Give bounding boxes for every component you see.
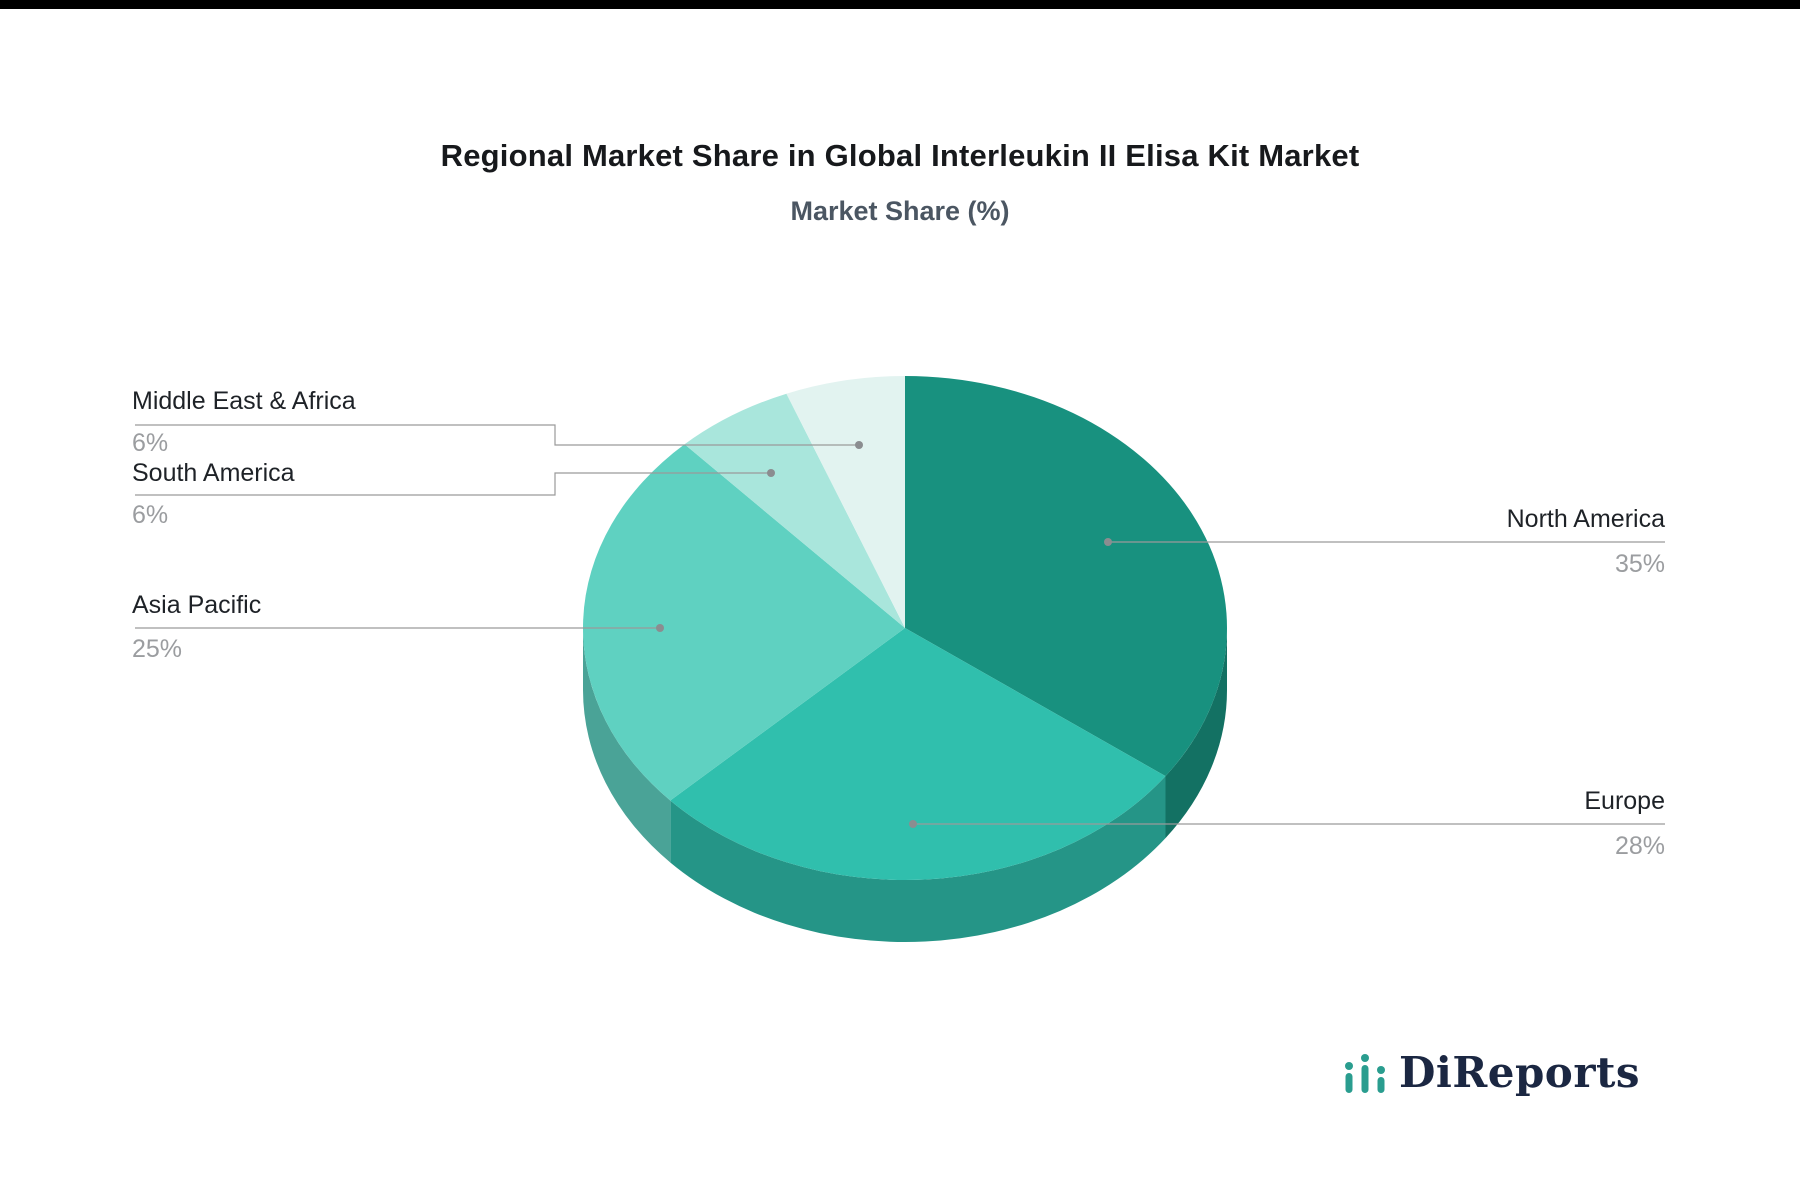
slice-value-middle-east-africa: 6% xyxy=(132,429,169,457)
chart-title: Regional Market Share in Global Interleu… xyxy=(440,138,1360,173)
slice-label-south-america: South America xyxy=(132,459,295,487)
leader-dot-asia-pacific xyxy=(656,624,664,632)
direports-logo: DiReports xyxy=(1341,1048,1640,1097)
slice-value-europe: 28% xyxy=(1614,832,1665,860)
slice-value-north-america: 35% xyxy=(1614,550,1665,578)
pie-slice-side-asia-pacific xyxy=(583,628,671,863)
pie-slice-north-america xyxy=(905,376,1227,777)
slice-value-asia-pacific: 25% xyxy=(132,635,183,663)
slice-value-south-america: 6% xyxy=(132,501,169,529)
leader-line-middle-east-africa xyxy=(135,424,859,446)
slice-label-middle-east-africa: Middle East & Africa xyxy=(132,387,356,415)
bar-chart-icon xyxy=(1344,1053,1385,1093)
leader-line-south-america xyxy=(135,472,771,496)
leader-dot-middle-east-africa xyxy=(855,441,863,449)
pie-slice-side-europe xyxy=(670,776,1166,942)
pie-slice-side-north-america xyxy=(1165,628,1227,839)
leader-dot-south-america xyxy=(767,469,775,477)
slice-label-europe: Europe xyxy=(1584,787,1665,815)
pie-slice-europe xyxy=(670,628,1166,880)
top-border xyxy=(0,0,1800,9)
leader-dot-north-america xyxy=(1104,538,1112,546)
pie-slice-middle-east-africa xyxy=(786,376,905,628)
chart-subtitle: Market Share (%) xyxy=(790,196,1010,226)
pie-slice-south-america xyxy=(684,393,905,628)
pie-slice-asia-pacific xyxy=(583,444,905,801)
slice-label-north-america: North America xyxy=(1506,505,1665,533)
slice-label-asia-pacific: Asia Pacific xyxy=(132,591,262,619)
leader-dot-europe xyxy=(909,820,917,828)
logo-text: DiReports xyxy=(1398,1048,1640,1097)
